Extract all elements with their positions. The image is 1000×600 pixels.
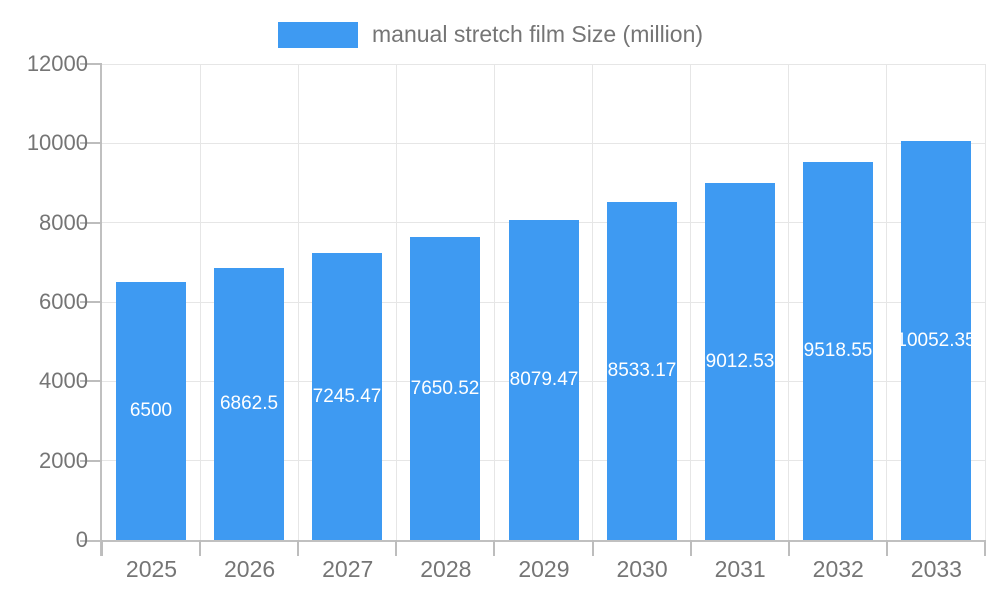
x-axis-label: 2030 [616, 556, 668, 582]
bar-2030[interactable]: 8533.17 [607, 202, 677, 540]
gridline-horizontal [102, 63, 985, 65]
y-axis-tick [80, 63, 102, 65]
x-axis-tick [591, 540, 594, 556]
gridline-vertical [984, 64, 986, 540]
y-axis-tick [80, 142, 102, 145]
y-axis-label: 0 [75, 527, 88, 552]
x-axis-tick [395, 540, 398, 556]
bar-value-label: 6862.5 [219, 393, 279, 414]
x-axis-tick [297, 540, 300, 556]
x-axis-tick [689, 540, 692, 556]
gridline-vertical [886, 64, 888, 540]
bar-value-label: 10052.35 [901, 329, 971, 351]
bar-2028[interactable]: 7650.52 [410, 237, 480, 540]
bar-2025[interactable]: 6500 [116, 282, 186, 540]
bar-value-label: 8533.17 [607, 360, 677, 381]
x-axis-line [80, 540, 985, 542]
x-axis-tick [493, 540, 496, 556]
y-axis-label: 6000 [39, 289, 88, 314]
x-axis-tick [984, 540, 986, 556]
gridline-horizontal [102, 142, 985, 144]
bar-value-label: 9012.53 [705, 350, 775, 372]
y-axis-label: 12000 [26, 51, 88, 76]
bar-2027[interactable]: 7245.47 [312, 253, 382, 540]
legend-swatch [278, 21, 358, 48]
x-axis-tick [885, 540, 888, 556]
bar-value-label: 7650.52 [410, 377, 480, 399]
bar-value-label: 7245.47 [312, 385, 382, 407]
bar-2029[interactable]: 8079.47 [509, 220, 579, 540]
legend-label: manual stretch film Size (million) [372, 21, 704, 47]
y-axis-label: 10000 [26, 130, 88, 156]
gridline-vertical [690, 64, 692, 540]
gridline-vertical [592, 64, 594, 540]
x-axis-label: 2026 [224, 556, 276, 582]
x-axis-label: 2028 [420, 556, 472, 582]
bar-value-label: 8079.47 [509, 369, 579, 390]
x-axis-label: 2032 [812, 556, 864, 582]
y-axis-tick [80, 380, 102, 383]
bar-2026[interactable]: 6862.5 [214, 268, 284, 540]
gridline-vertical [297, 64, 299, 540]
gridline-vertical [788, 64, 790, 540]
bar-value-label: 9518.55 [803, 340, 873, 361]
plot-area: 6500 6862.5 7245.47 7650.52 8079.47 8533.17 90… [102, 63, 986, 541]
y-axis-tick [80, 301, 102, 303]
gridline-vertical [493, 64, 495, 540]
y-axis-line [100, 64, 102, 556]
bar-2032[interactable]: 9518.55 [803, 162, 873, 540]
x-axis-tick [199, 540, 202, 556]
x-axis-label: 2029 [518, 556, 570, 582]
x-axis-label: 2025 [125, 556, 178, 582]
y-axis-tick [80, 459, 102, 462]
x-axis-tick [787, 540, 790, 556]
y-axis-label: 8000 [39, 209, 88, 235]
x-axis-label: 2031 [714, 556, 766, 582]
x-axis-tick [101, 540, 103, 556]
y-axis-label: 4000 [39, 368, 88, 394]
gridline-vertical [199, 64, 201, 540]
legend: manual stretch film Size (million) [278, 21, 703, 48]
x-axis-label: 2033 [910, 556, 962, 582]
x-axis-label: 2027 [322, 556, 374, 582]
bar-2033[interactable]: 10052.35 [901, 141, 971, 540]
gridline-vertical [395, 64, 397, 540]
y-axis-label: 2000 [39, 447, 88, 473]
bar-value-label: 6500 [129, 400, 173, 421]
y-axis-tick [80, 221, 102, 224]
bar-2031[interactable]: 9012.53 [705, 183, 775, 540]
